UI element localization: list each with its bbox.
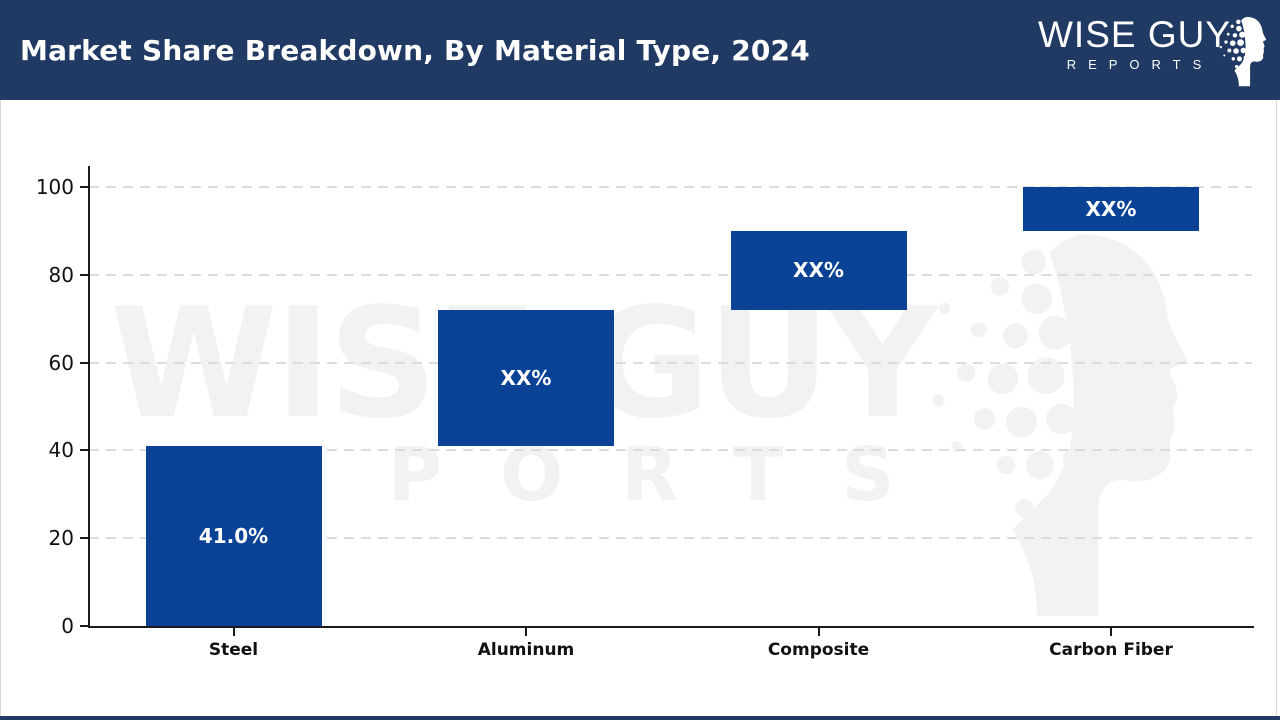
- y-tick-20: [80, 537, 88, 540]
- logo-face-icon: [1219, 16, 1267, 87]
- x-axis-label-aluminum: Aluminum: [477, 640, 575, 660]
- bar-aluminum: XX%: [438, 309, 614, 446]
- right-border-line: [1276, 100, 1277, 716]
- y-tick-label-80: 80: [48, 262, 74, 287]
- bar-value-label-steel: 41.0%: [198, 523, 269, 548]
- x-tick-steel: [232, 628, 235, 636]
- bar-value-label-composite: XX%: [793, 258, 844, 283]
- header-bar: Market Share Breakdown, By Material Type…: [0, 0, 1280, 100]
- x-axis-label-carbon-fiber: Carbon Fiber: [1049, 640, 1173, 660]
- watermark-face-icon: [932, 234, 1188, 616]
- chart-title: Market Share Breakdown, By Material Type…: [20, 33, 810, 67]
- logo-wordmark: WISE GUY: [1038, 14, 1232, 55]
- y-tick-40: [80, 449, 88, 452]
- gridline-40: [89, 449, 1252, 452]
- wiseguy-logo: WISE GUY REPORTS: [1038, 6, 1274, 96]
- y-tick-80: [80, 273, 88, 276]
- x-tick-composite: [817, 628, 820, 636]
- left-border-line: [0, 100, 1, 716]
- y-tick-0: [80, 625, 88, 627]
- bar-composite: XX%: [730, 230, 907, 310]
- x-tick-aluminum: [525, 628, 527, 636]
- bar-value-label-aluminum: XX%: [500, 365, 552, 390]
- x-axis-label-composite: Composite: [767, 640, 870, 660]
- gridline-20: [89, 537, 1252, 540]
- gridline-100: [89, 186, 1252, 188]
- y-tick-label-40: 40: [48, 438, 74, 463]
- gridline-60: [89, 361, 1252, 364]
- bar-carbon-fiber: XX%: [1023, 187, 1199, 231]
- y-tick-label-100: 100: [35, 175, 74, 199]
- y-axis-line: [88, 166, 90, 628]
- y-tick-label-60: 60: [48, 350, 74, 375]
- x-axis-line: [88, 626, 1254, 628]
- footer-bar: [0, 716, 1280, 720]
- y-tick-100: [80, 186, 88, 188]
- x-tick-carbon-fiber: [1110, 628, 1112, 636]
- bar-value-label-carbon-fiber: XX%: [1085, 196, 1137, 221]
- bar-steel: 41.0%: [145, 446, 322, 626]
- logo-subtext: REPORTS: [1066, 57, 1214, 72]
- x-axis-label-steel: Steel: [208, 640, 259, 660]
- y-tick-60: [80, 361, 88, 364]
- gridline-80: [89, 273, 1252, 276]
- y-tick-label-20: 20: [48, 526, 74, 551]
- y-tick-label-0: 0: [61, 614, 74, 638]
